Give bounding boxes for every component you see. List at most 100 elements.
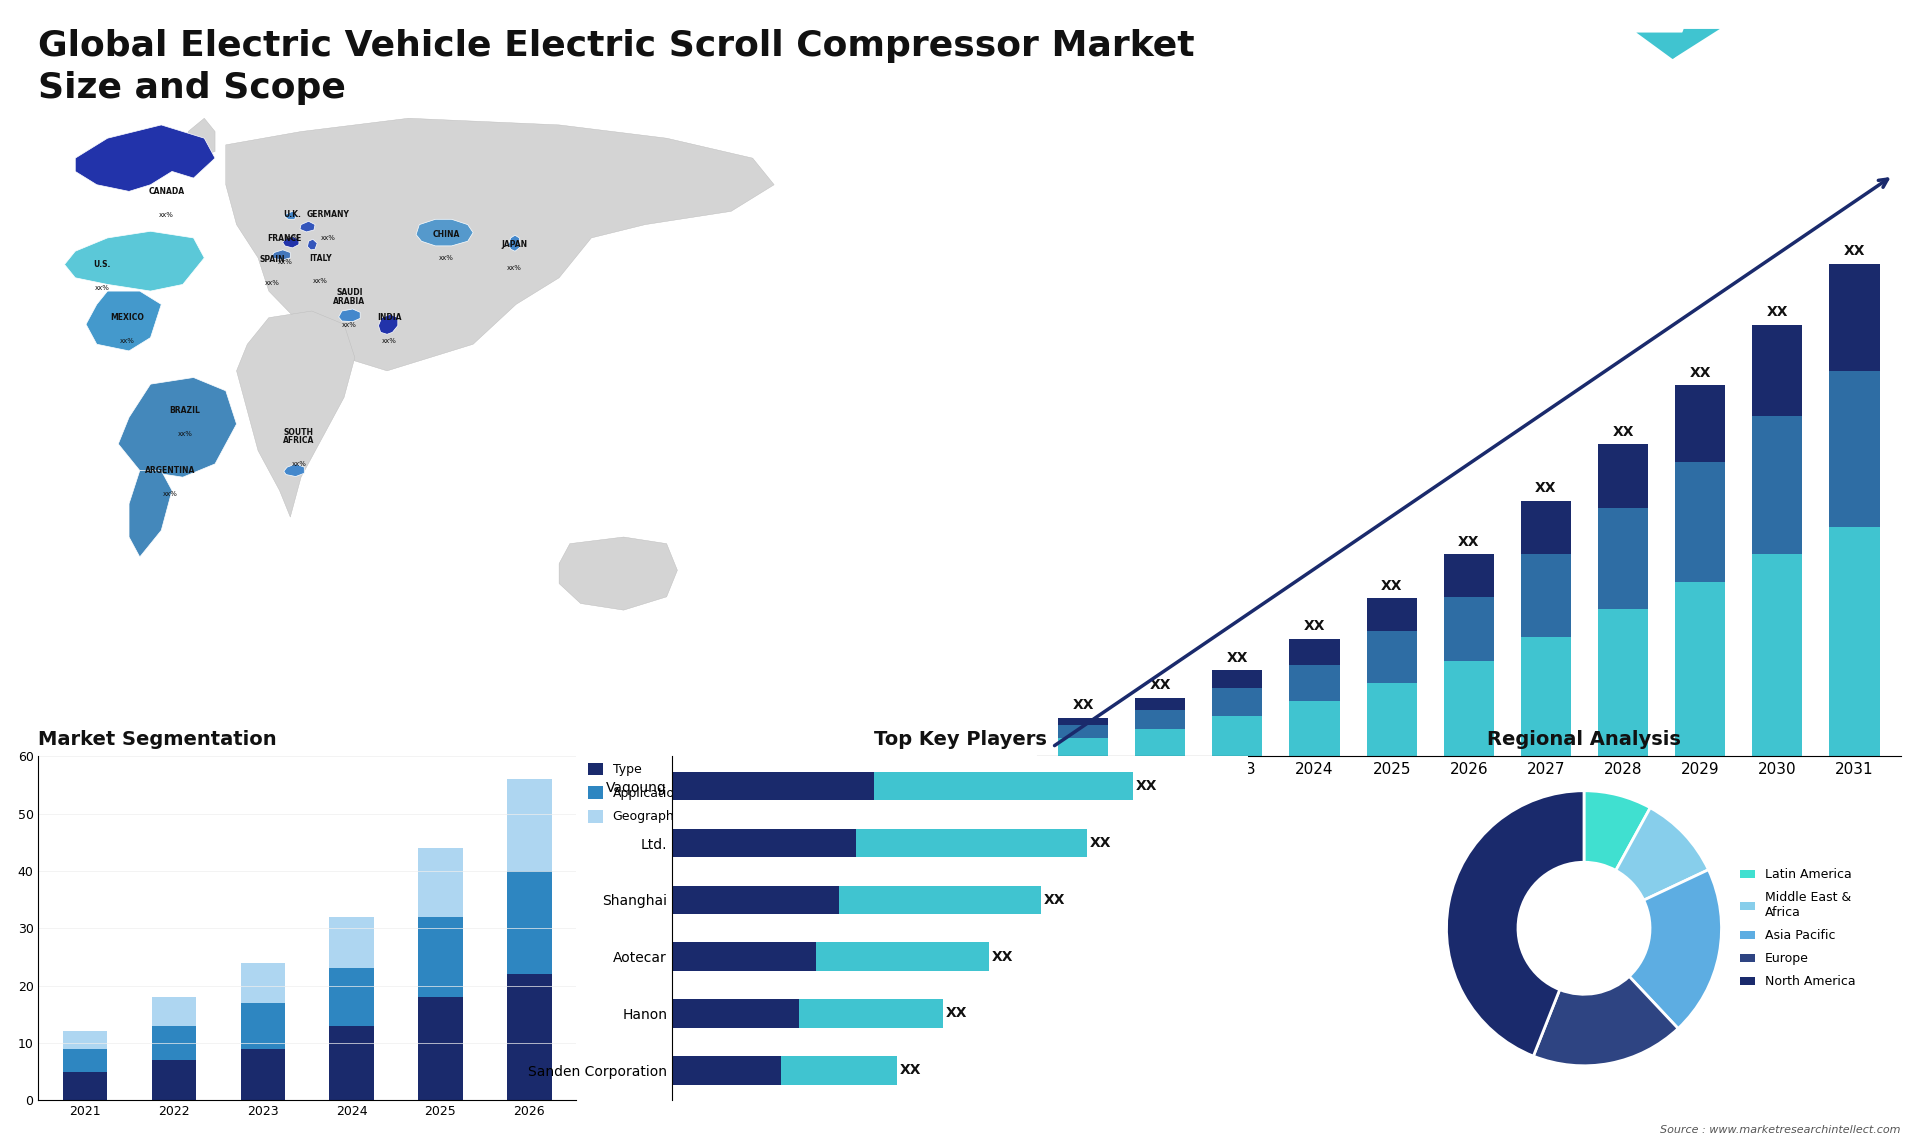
Polygon shape [559,537,678,610]
Text: xx%: xx% [382,338,397,344]
Bar [1830,264,1880,370]
Bar [240,963,284,1003]
Text: INDIA: INDIA [376,313,401,322]
Text: FRANCE: FRANCE [267,234,301,243]
Bar [1674,582,1726,756]
Text: XX: XX [1227,651,1248,665]
Bar [1521,501,1571,555]
Polygon shape [378,314,397,335]
Text: SOUTH
AFRICA: SOUTH AFRICA [284,427,315,446]
Bar [507,871,551,974]
Text: xx%: xx% [265,281,280,286]
Polygon shape [86,291,161,351]
Polygon shape [300,221,315,231]
Text: xx%: xx% [440,256,453,261]
Text: JAPAN: JAPAN [501,241,526,249]
Bar [1753,555,1803,756]
Bar [1290,665,1340,701]
Bar [1444,597,1494,661]
Text: XX: XX [1690,366,1711,379]
Bar [672,829,856,857]
Text: XX: XX [1536,481,1557,495]
Bar [63,1049,108,1072]
Bar [1367,631,1417,683]
Bar [1830,527,1880,756]
Title: Top Key Players: Top Key Players [874,730,1046,749]
Bar [672,999,799,1028]
Bar [507,779,551,871]
Polygon shape [273,250,290,260]
Wedge shape [1446,791,1584,1057]
Text: xx%: xx% [163,492,177,497]
Bar [330,1026,374,1100]
Text: INTELLECT: INTELLECT [1776,100,1834,110]
Bar [1597,444,1647,509]
Text: GERMANY: GERMANY [307,211,349,219]
Bar [874,772,1133,800]
Text: XX: XX [1613,424,1634,439]
Bar [672,886,839,915]
Text: xx%: xx% [321,235,336,242]
Text: Global Electric Vehicle Electric Scroll Compressor Market
Size and Scope: Global Electric Vehicle Electric Scroll … [38,29,1194,104]
Polygon shape [417,219,472,246]
Legend: Latin America, Middle East &
Africa, Asia Pacific, Europe, North America: Latin America, Middle East & Africa, Asi… [1734,863,1860,994]
Bar [1212,716,1263,756]
Bar [1597,610,1647,756]
Text: XX: XX [1135,779,1158,793]
Wedge shape [1534,976,1678,1066]
Polygon shape [236,311,355,517]
Text: U.S.: U.S. [94,260,111,269]
Text: xx%: xx% [284,235,300,242]
Text: XX: XX [1457,535,1480,549]
Bar [507,974,551,1100]
Polygon shape [284,464,303,477]
Text: xx%: xx% [119,338,134,344]
Bar [240,1049,284,1100]
Bar [1212,670,1263,689]
Text: ITALY: ITALY [309,253,332,262]
Wedge shape [1630,870,1722,1028]
Text: xx%: xx% [342,322,357,328]
Title: Regional Analysis: Regional Analysis [1488,730,1680,749]
Text: RESEARCH: RESEARCH [1776,76,1834,86]
Wedge shape [1617,808,1709,900]
Bar [1521,555,1571,637]
Bar [1290,701,1340,756]
Bar [1135,711,1185,729]
Polygon shape [129,471,173,557]
Text: XX: XX [1073,698,1094,713]
Polygon shape [188,118,215,158]
Bar [672,772,874,800]
Polygon shape [307,240,317,250]
Bar [152,997,196,1026]
Bar [63,1031,108,1049]
Text: XX: XX [945,1006,968,1020]
Text: xx%: xx% [177,431,192,438]
Bar [1367,683,1417,756]
Polygon shape [1672,29,1720,58]
Text: BRAZIL: BRAZIL [169,407,200,415]
Bar [799,999,943,1028]
Text: MEXICO: MEXICO [109,313,144,322]
Bar [419,917,463,997]
Text: XX: XX [1150,678,1171,692]
Polygon shape [338,309,361,322]
Bar [1135,729,1185,756]
Text: U.K.: U.K. [284,211,301,219]
Bar [672,1057,781,1084]
Wedge shape [1584,791,1651,871]
Bar [1444,555,1494,597]
Text: CHINA: CHINA [432,230,461,240]
Text: SAUDI
ARABIA: SAUDI ARABIA [334,289,365,306]
Text: XX: XX [1044,893,1066,906]
Bar [152,1060,196,1100]
Text: MARKET: MARKET [1776,52,1820,62]
Bar [1212,689,1263,716]
Bar [240,1003,284,1049]
Bar [330,968,374,1026]
Text: XX: XX [1089,837,1112,850]
Text: xx%: xx% [507,265,522,272]
Text: XX: XX [1843,244,1864,259]
Polygon shape [284,211,298,219]
Text: xx%: xx% [159,212,175,218]
